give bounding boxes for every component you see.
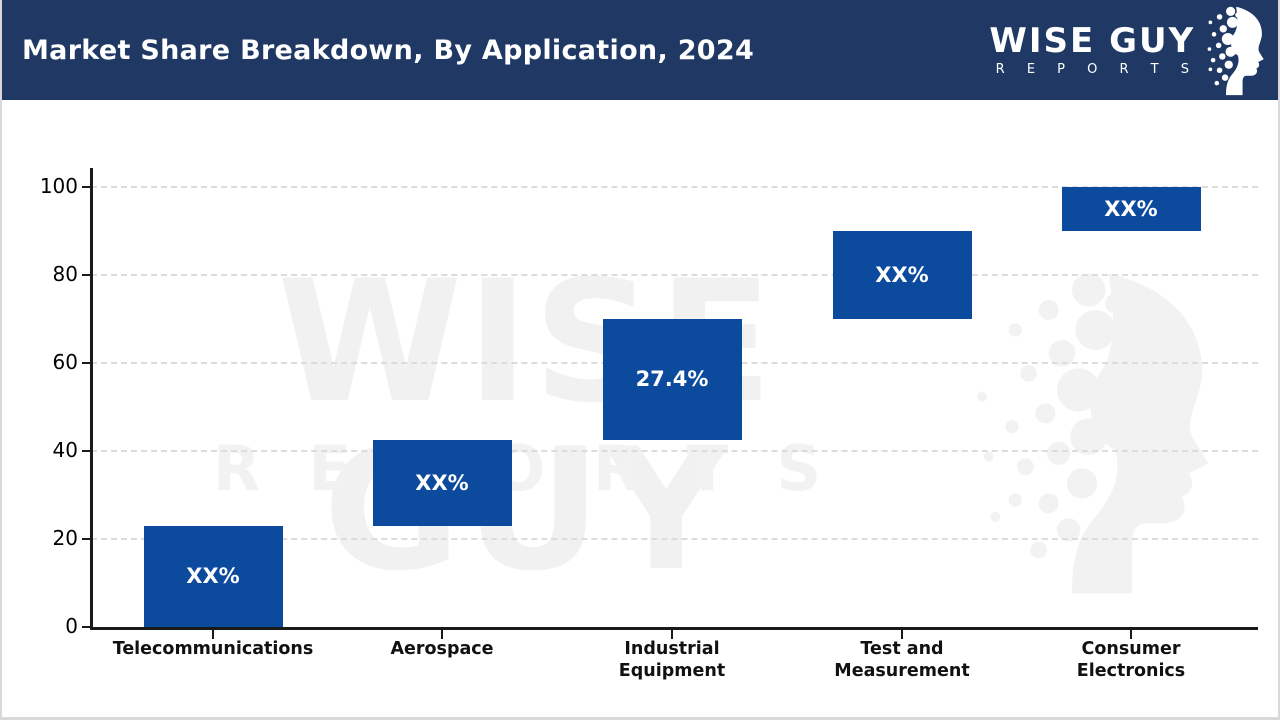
x-tick-label-aerospace: Aerospace bbox=[390, 639, 494, 659]
bar-industrial-equipment: 27.4% bbox=[602, 319, 742, 440]
y-tick-40 bbox=[82, 450, 90, 452]
header-bar: Market Share Breakdown, By Application, … bbox=[2, 0, 1278, 100]
bar-label-aerospace: XX% bbox=[415, 470, 469, 495]
x-tick-aerospace bbox=[441, 630, 443, 639]
y-tick-20 bbox=[82, 538, 90, 540]
x-tick-consumer-electronics bbox=[1130, 630, 1132, 639]
y-axis-line bbox=[90, 168, 93, 629]
bar-aerospace: XX% bbox=[372, 439, 512, 526]
y-tick-0 bbox=[82, 626, 90, 628]
x-tick-industrial-equipment bbox=[671, 630, 673, 639]
y-tick-80 bbox=[82, 274, 90, 276]
x-tick-label-industrial-equipment: Industrial Equipment bbox=[618, 639, 726, 681]
watermark-reports: REPORTS bbox=[212, 432, 870, 505]
gridline-20 bbox=[91, 538, 1258, 540]
bar-label-telecommunications: XX% bbox=[186, 564, 240, 589]
y-tick-label-0: 0 bbox=[65, 614, 78, 638]
x-tick-label-consumer-electronics: Consumer Electronics bbox=[1076, 639, 1186, 681]
logo-wordmark: WISE GUY R E P O R T S bbox=[987, 24, 1198, 77]
bar-telecommunications: XX% bbox=[143, 525, 283, 627]
x-tick-label-telecommunications: Telecommunications bbox=[112, 639, 314, 659]
x-tick-test-and-measurement bbox=[901, 630, 903, 639]
x-axis-line bbox=[90, 627, 1258, 630]
watermark-face-icon bbox=[977, 273, 1209, 594]
x-tick-label-test-and-measurement: Test and Measurement bbox=[834, 639, 970, 681]
bar-consumer-electronics: XX% bbox=[1061, 187, 1201, 231]
y-tick-label-20: 20 bbox=[52, 526, 78, 550]
gridline-40 bbox=[91, 450, 1258, 452]
logo-line1: WISE GUY bbox=[989, 20, 1196, 61]
page-title: Market Share Breakdown, By Application, … bbox=[22, 34, 755, 66]
logo-line2: R E P O R T S bbox=[995, 61, 1198, 77]
bar-label-industrial-equipment: 27.4% bbox=[635, 367, 709, 392]
bar-label-test-and-measurement: XX% bbox=[875, 263, 929, 287]
bar-test-and-measurement: XX% bbox=[832, 231, 972, 319]
y-tick-60 bbox=[82, 362, 90, 364]
y-tick-100 bbox=[82, 186, 90, 188]
gridline-80 bbox=[91, 274, 1258, 276]
y-tick-label-40: 40 bbox=[52, 438, 78, 462]
y-tick-label-60: 60 bbox=[52, 350, 78, 374]
y-tick-label-100: 100 bbox=[39, 174, 78, 198]
gridline-100 bbox=[91, 186, 1258, 188]
bar-label-consumer-electronics: XX% bbox=[1104, 197, 1158, 221]
y-tick-label-80: 80 bbox=[52, 262, 78, 286]
x-tick-telecommunications bbox=[212, 630, 214, 639]
wise-guy-reports-logo: WISE GUY R E P O R T S bbox=[987, 4, 1278, 96]
logo-face-icon bbox=[1207, 6, 1264, 96]
